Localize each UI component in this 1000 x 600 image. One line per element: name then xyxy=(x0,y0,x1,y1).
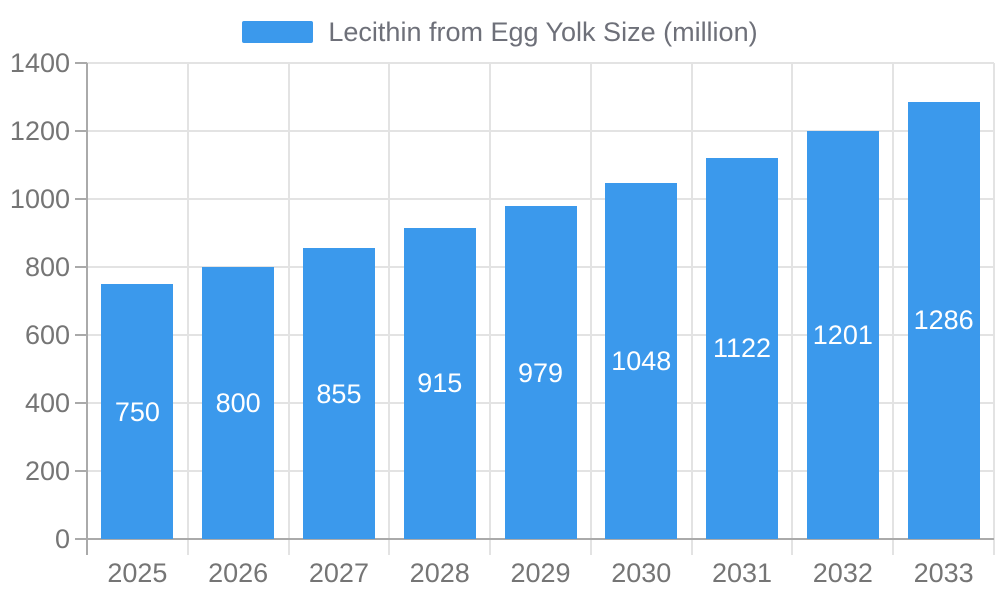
x-axis-tick xyxy=(388,539,391,555)
legend-item[interactable]: Lecithin from Egg Yolk Size (million) xyxy=(0,17,1000,47)
y-axis-line xyxy=(86,63,88,555)
y-axis-tick xyxy=(75,130,87,132)
gridline-horizontal xyxy=(87,198,994,200)
y-axis-tick xyxy=(75,334,87,336)
y-axis-label: 0 xyxy=(54,524,70,554)
bar-2031[interactable] xyxy=(706,157,779,539)
bar-2028[interactable] xyxy=(403,227,476,539)
gridline-vertical xyxy=(388,63,391,539)
y-axis-label: 800 xyxy=(24,252,70,282)
gridline-vertical xyxy=(287,63,290,539)
x-axis-tick xyxy=(287,539,290,555)
x-axis-line xyxy=(86,538,994,540)
bar-2027[interactable] xyxy=(302,248,375,539)
gridline-vertical xyxy=(993,63,995,539)
y-axis-label: 600 xyxy=(24,320,70,350)
gridline-vertical xyxy=(186,63,189,539)
y-axis-tick xyxy=(75,538,87,540)
y-axis-label: 1000 xyxy=(9,184,70,214)
gridline-vertical xyxy=(791,63,794,539)
x-axis-tick xyxy=(690,539,693,555)
y-axis-tick xyxy=(75,402,87,404)
y-axis-tick xyxy=(75,470,87,472)
bar-2026[interactable] xyxy=(202,267,275,539)
x-axis-label: 2033 xyxy=(913,558,974,588)
y-axis-label: 400 xyxy=(24,388,70,418)
gridline-vertical xyxy=(892,63,895,539)
legend-label: Lecithin from Egg Yolk Size (million) xyxy=(328,17,758,47)
x-axis-tick xyxy=(489,539,492,555)
x-axis-label: 2025 xyxy=(107,558,168,588)
gridline-horizontal xyxy=(87,130,994,132)
legend-swatch-icon xyxy=(242,21,314,43)
y-axis-tick xyxy=(75,198,87,200)
bar-2030[interactable] xyxy=(605,182,678,539)
y-axis-label: 200 xyxy=(24,456,70,486)
x-axis-label: 2032 xyxy=(812,558,873,588)
x-axis-tick xyxy=(186,539,189,555)
y-axis-label: 1200 xyxy=(9,116,70,146)
x-axis-label: 2029 xyxy=(510,558,571,588)
x-axis-label: 2031 xyxy=(712,558,773,588)
x-axis-label: 2026 xyxy=(208,558,269,588)
bar-2033[interactable] xyxy=(907,101,980,539)
gridline-horizontal xyxy=(87,62,994,64)
gridline-vertical xyxy=(489,63,492,539)
bar-2029[interactable] xyxy=(504,206,577,539)
x-axis-label: 2028 xyxy=(409,558,470,588)
x-axis-label: 2027 xyxy=(308,558,369,588)
y-axis-label: 1400 xyxy=(9,48,70,78)
x-axis-label: 2030 xyxy=(611,558,672,588)
x-axis-tick xyxy=(892,539,895,555)
bar-2025[interactable] xyxy=(101,284,174,539)
x-axis-tick xyxy=(993,539,995,555)
y-axis-tick xyxy=(75,62,87,64)
gridline-vertical xyxy=(690,63,693,539)
gridline-vertical xyxy=(589,63,592,539)
y-axis-tick xyxy=(75,266,87,268)
bar-2032[interactable] xyxy=(806,130,879,539)
x-axis-tick xyxy=(791,539,794,555)
x-axis-tick xyxy=(589,539,592,555)
